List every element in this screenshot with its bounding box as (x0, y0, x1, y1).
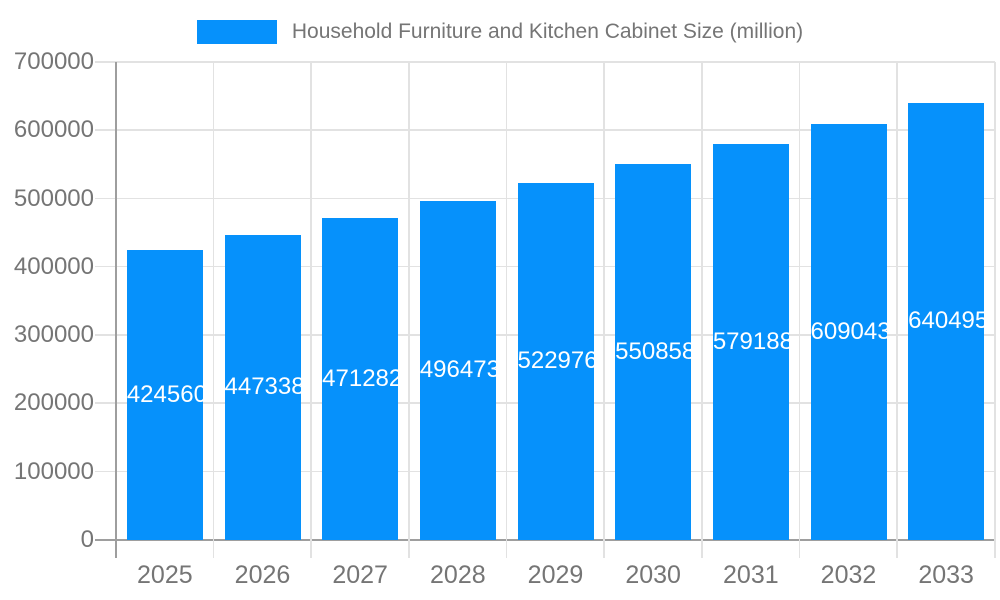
bar-value-label: 550858 (615, 337, 692, 365)
bar-value-label: 609043 (810, 318, 887, 346)
x-axis-tick-label: 2032 (820, 561, 877, 589)
y-axis-tick-label: 600000 (13, 116, 94, 144)
bar-value-label: 496473 (419, 356, 496, 384)
legend-swatch (196, 20, 277, 44)
bar-2031: 579188 (712, 144, 789, 540)
x-axis-tick-label: 2027 (332, 561, 388, 589)
y-gridline (95, 61, 995, 63)
x-gridline (701, 62, 703, 558)
bar-2025: 424560 (126, 250, 203, 540)
y-gridline (95, 129, 995, 131)
bar-value-label: 424560 (126, 381, 203, 409)
bar-value-label: 640495 (908, 307, 985, 335)
y-axis-tick-label: 100000 (13, 457, 94, 485)
y-axis-tick-label: 700000 (13, 48, 94, 75)
x-axis-tick-label: 2025 (137, 561, 193, 589)
bar-value-label: 579188 (712, 328, 789, 356)
x-gridline (310, 62, 312, 558)
x-axis-tick-label: 2033 (918, 561, 974, 589)
bar-value-label: 522976 (517, 347, 594, 375)
bar-2029: 522976 (517, 182, 594, 540)
bar-value-label: 447338 (224, 373, 301, 401)
x-gridline (408, 62, 410, 558)
bar-2027: 471282 (322, 218, 399, 540)
bar-value-label: 471282 (322, 365, 399, 393)
bar-2033: 640495 (908, 102, 985, 540)
bar-2032: 609043 (810, 124, 887, 540)
x-gridline (603, 62, 605, 558)
x-axis-tick-label: 2026 (234, 561, 291, 589)
bar-2030: 550858 (615, 163, 692, 540)
bar-2028: 496473 (419, 200, 496, 540)
y-axis-tick-label: 300000 (13, 321, 94, 349)
x-axis-tick-label: 2030 (625, 561, 681, 589)
y-axis-line (115, 62, 117, 558)
y-gridline (95, 539, 995, 541)
legend-label: Household Furniture and Kitchen Cabinet … (291, 20, 804, 43)
y-axis-tick-label: 200000 (13, 389, 94, 417)
y-axis-tick-label: 0 (80, 526, 94, 553)
x-axis-tick-label: 2031 (723, 561, 779, 589)
y-axis-tick-label: 500000 (13, 184, 94, 212)
legend: Household Furniture and Kitchen Cabinet … (0, 18, 1000, 46)
y-axis-tick-label: 400000 (13, 252, 94, 280)
bar-2026: 447338 (224, 234, 301, 540)
x-gridline (896, 62, 898, 558)
x-axis-tick-label: 2028 (430, 561, 486, 589)
x-gridline (212, 62, 215, 558)
x-axis-tick-label: 2029 (527, 561, 584, 589)
x-gridline (505, 62, 508, 558)
x-gridline (798, 62, 801, 558)
x-gridline (994, 62, 996, 558)
